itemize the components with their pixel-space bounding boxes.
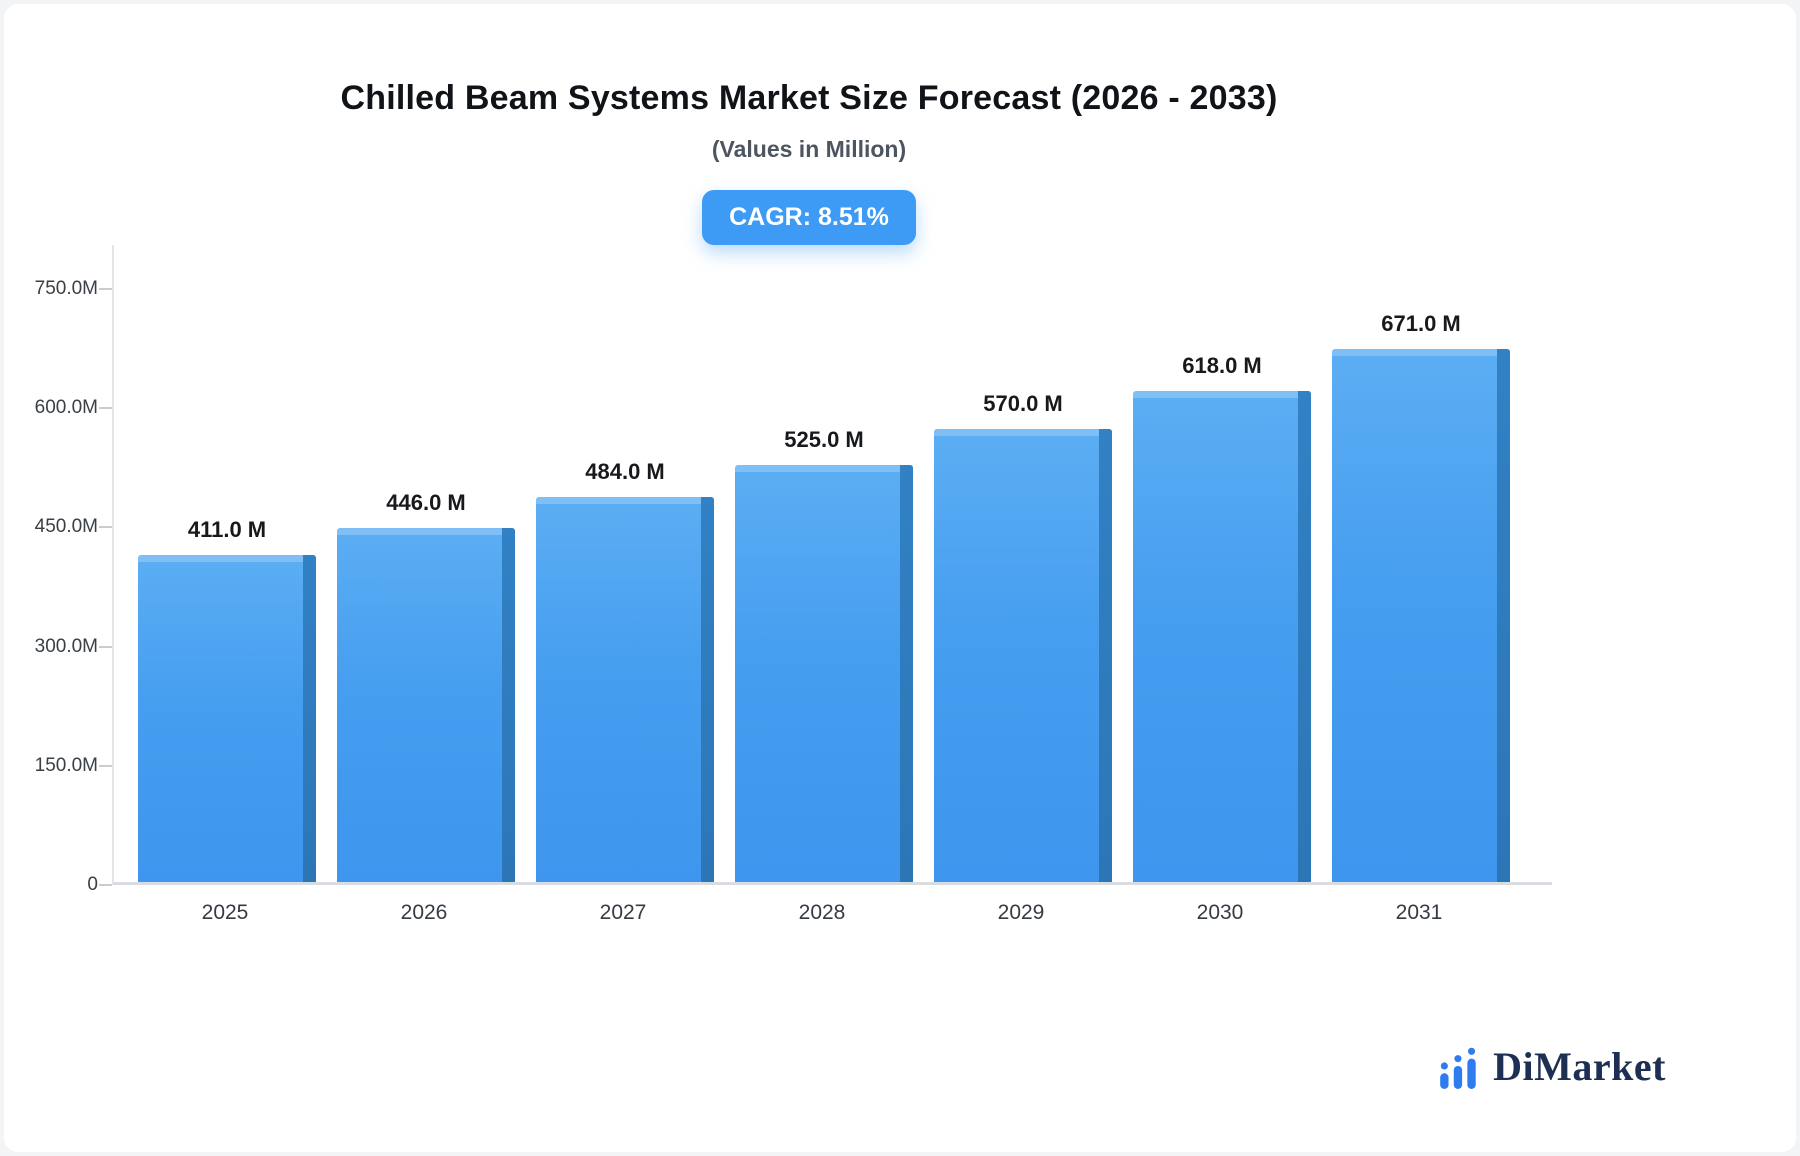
- bar-value-label: 671.0 M: [1381, 310, 1461, 336]
- bar-value-label: 411.0 M: [187, 517, 267, 543]
- bar-column-2031: 671.0 M: [1332, 245, 1510, 883]
- y-axis-tick-label: 0: [87, 874, 98, 895]
- y-axis-tick: [99, 764, 112, 767]
- bar-value-label: 525.0 M: [784, 426, 864, 452]
- plot-area: 411.0 M 446.0 M 484.0 M 525.0 M 570.0 M 618.0…: [99, 245, 1552, 886]
- x-axis-label: 2027: [599, 901, 647, 924]
- bar-2028: [735, 464, 913, 883]
- bar-2030: [1133, 390, 1311, 883]
- bars-container: 411.0 M 446.0 M 484.0 M 525.0 M 570.0 M 618.0…: [138, 245, 1552, 883]
- chart-title: Chilled Beam Systems Market Size Forecas…: [340, 79, 1278, 117]
- bar-2031: [1332, 348, 1510, 883]
- y-axis-tick-label: 150.0M: [34, 754, 98, 776]
- chart-subtitle: (Values in Million): [711, 136, 907, 162]
- y-axis-tick-label: 750.0M: [34, 278, 98, 299]
- x-axis-label: 2026: [400, 901, 448, 924]
- chart-card: Chilled Beam Systems Market Size Forecas…: [4, 4, 1796, 1152]
- y-axis-tick-label: 300.0M: [34, 635, 98, 657]
- bar-column-2027: 484.0 M: [536, 245, 714, 882]
- bar-value-label: 570.0 M: [983, 391, 1063, 417]
- x-axis-label: 2025: [201, 901, 249, 924]
- x-axis-label: 2028: [798, 901, 846, 924]
- x-axis-label: 2030: [1196, 901, 1244, 924]
- y-axis-tick: [99, 288, 112, 290]
- x-axis: 2025 2026 2027 2028 2029 2030 2031: [112, 885, 1552, 925]
- dimarket-logo-text: DiMarket: [1493, 1044, 1666, 1089]
- y-axis-tick: [99, 407, 112, 410]
- bar-2027: [536, 497, 714, 882]
- y-axis-tick-label: 600.0M: [34, 397, 98, 419]
- bar-column-2028: 525.0 M: [735, 245, 913, 883]
- bar-value-label: 446.0 M: [386, 489, 466, 515]
- bar-2029: [934, 429, 1112, 882]
- bar-chart-icon: [1440, 1047, 1476, 1089]
- y-axis-tick: [99, 884, 112, 886]
- bar-column-2030: 618.0 M: [1133, 245, 1311, 883]
- cagr-badge: CAGR: 8.51%: [702, 190, 916, 245]
- bar-value-label: 484.0 M: [585, 459, 665, 485]
- y-axis-tick: [99, 645, 112, 648]
- dimarket-logo: DiMarket: [1435, 1043, 1666, 1090]
- x-axis-label: 2029: [997, 901, 1045, 924]
- x-axis-label: 2031: [1395, 901, 1443, 924]
- y-axis-tick-label: 450.0M: [34, 516, 98, 538]
- bar-column-2029: 570.0 M: [934, 245, 1112, 882]
- bar-column-2025: 411.0 M: [138, 245, 316, 882]
- y-axis: 750.0M 600.0M 450.0M 300.0M 150.0M 0: [4, 245, 112, 895]
- y-axis-tick: [99, 526, 112, 529]
- bar-value-label: 618.0 M: [1182, 352, 1262, 378]
- bar-2026: [337, 527, 515, 883]
- chart-header: Chilled Beam Systems Market Size Forecas…: [4, 4, 1614, 245]
- bar-2025: [138, 555, 316, 882]
- bar-column-2026: 446.0 M: [337, 245, 515, 883]
